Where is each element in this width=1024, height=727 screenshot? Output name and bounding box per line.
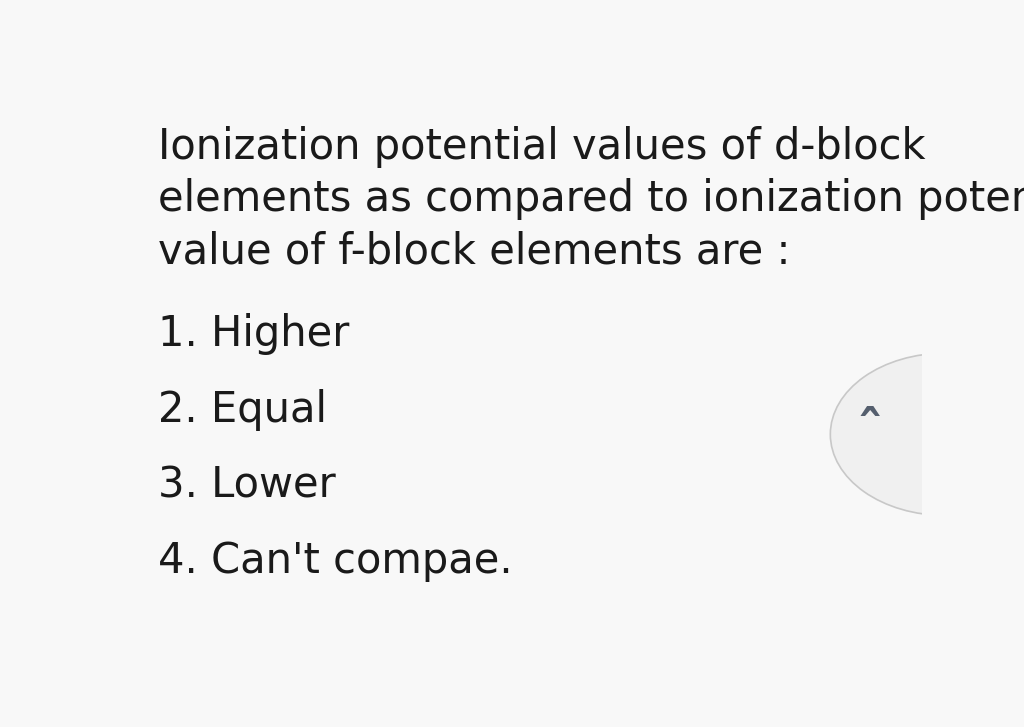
Text: 3. Lower: 3. Lower [158, 465, 336, 507]
Text: value of f-block elements are :: value of f-block elements are : [158, 230, 791, 273]
Text: 2. Equal: 2. Equal [158, 389, 327, 431]
Text: 4. Can't compae.: 4. Can't compae. [158, 540, 513, 582]
Text: ˆ: ˆ [857, 409, 884, 460]
Text: Ionization potential values of d-block: Ionization potential values of d-block [158, 126, 926, 169]
Text: 1. Higher: 1. Higher [158, 313, 349, 356]
Text: elements as compared to ionization potential: elements as compared to ionization poten… [158, 179, 1024, 220]
Circle shape [830, 353, 1024, 515]
